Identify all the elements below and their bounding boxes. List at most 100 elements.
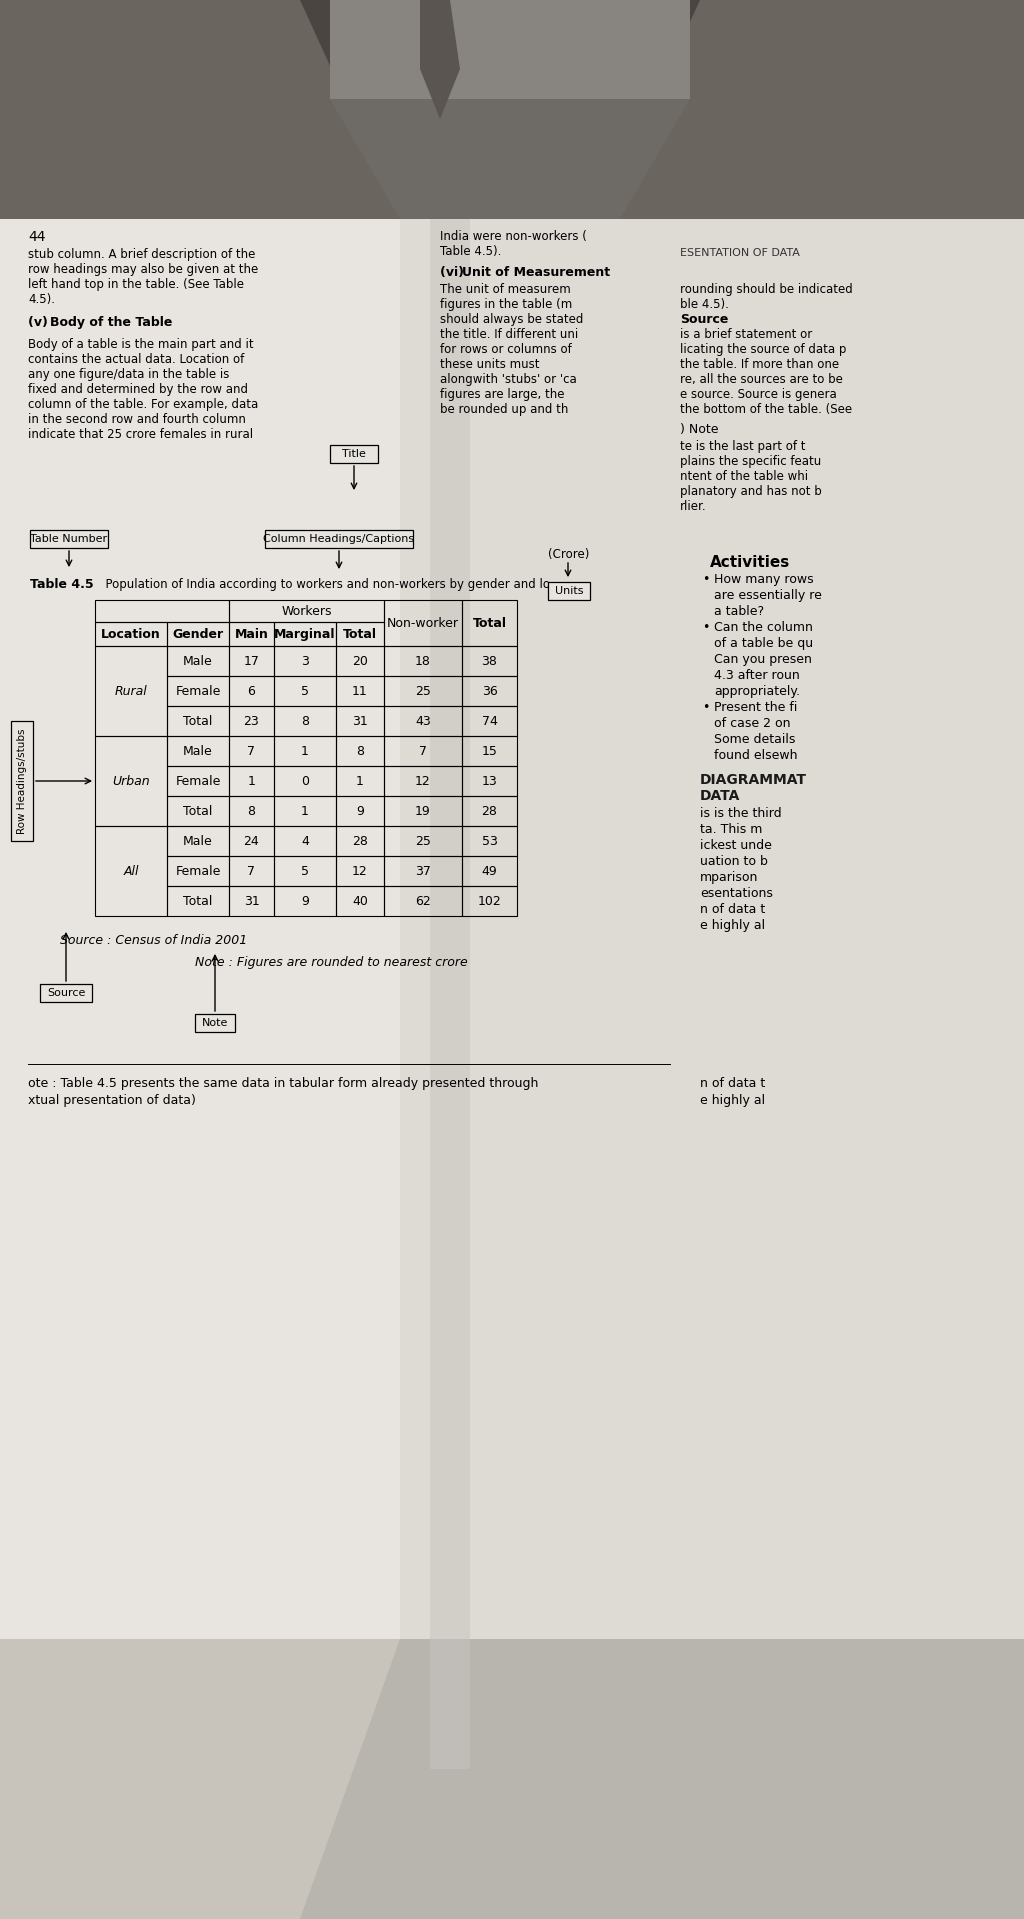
Bar: [274, 622, 336, 647]
Text: indicate that 25 crore females in rural: indicate that 25 crore females in rural: [28, 428, 253, 441]
Text: Total: Total: [183, 714, 213, 727]
Bar: [336, 825, 384, 856]
Text: 31: 31: [352, 714, 368, 727]
Text: 25: 25: [415, 685, 431, 697]
Bar: [229, 706, 274, 737]
Text: DIAGRAMMAT: DIAGRAMMAT: [700, 773, 807, 787]
Text: 8: 8: [356, 745, 364, 758]
Bar: [336, 766, 384, 796]
Text: Column Headings/Captions: Column Headings/Captions: [263, 533, 415, 543]
Text: 0: 0: [301, 775, 309, 787]
Text: is is the third: is is the third: [700, 808, 781, 819]
Text: appropriately.: appropriately.: [714, 685, 800, 699]
Text: Note: Note: [202, 1017, 228, 1029]
Text: is a brief statement or: is a brief statement or: [680, 328, 812, 342]
Text: licating the source of data p: licating the source of data p: [680, 344, 847, 357]
Text: ickest unde: ickest unde: [700, 839, 772, 852]
Bar: [384, 856, 462, 887]
Text: 12: 12: [352, 864, 368, 877]
Bar: [274, 887, 336, 915]
Text: uation to b: uation to b: [700, 856, 768, 867]
Text: •: •: [702, 574, 710, 585]
Text: ote : Table 4.5 presents the same data in tabular form already presented through: ote : Table 4.5 presents the same data i…: [28, 1077, 539, 1090]
Bar: [167, 647, 229, 675]
Text: 62: 62: [415, 894, 431, 908]
Polygon shape: [300, 0, 700, 219]
Polygon shape: [330, 0, 690, 100]
Text: ntent of the table whi: ntent of the table whi: [680, 470, 808, 484]
Text: 18: 18: [415, 654, 431, 668]
Text: Male: Male: [183, 654, 213, 668]
Bar: [462, 825, 517, 856]
Text: e highly al: e highly al: [700, 919, 765, 933]
Text: xtual presentation of data): xtual presentation of data): [28, 1094, 196, 1107]
Bar: [336, 796, 384, 825]
Text: any one figure/data in the table is: any one figure/data in the table is: [28, 368, 229, 382]
Bar: [167, 675, 229, 706]
Polygon shape: [0, 1639, 400, 1919]
Text: row headings may also be given at the: row headings may also be given at the: [28, 263, 258, 276]
Text: 53: 53: [481, 835, 498, 848]
Text: figures are large, the: figures are large, the: [440, 388, 564, 401]
Text: 20: 20: [352, 654, 368, 668]
Text: Total: Total: [183, 804, 213, 817]
Bar: [336, 706, 384, 737]
Bar: [274, 796, 336, 825]
Text: 4.5).: 4.5).: [28, 294, 55, 305]
Bar: [167, 737, 229, 766]
Text: Source: Source: [47, 988, 85, 998]
Text: 28: 28: [481, 804, 498, 817]
Text: Title: Title: [342, 449, 366, 459]
Text: Female: Female: [175, 775, 221, 787]
Text: Total: Total: [343, 628, 377, 641]
Bar: [274, 856, 336, 887]
Text: Marginal: Marginal: [274, 628, 336, 641]
Polygon shape: [400, 138, 1024, 1719]
Bar: [462, 706, 517, 737]
Bar: [462, 856, 517, 887]
Text: (Crore): (Crore): [548, 549, 590, 560]
Text: 49: 49: [481, 864, 498, 877]
Text: Can you presen: Can you presen: [714, 652, 812, 666]
Bar: [274, 675, 336, 706]
Text: 28: 28: [352, 835, 368, 848]
Text: Location: Location: [101, 628, 161, 641]
Text: 8: 8: [301, 714, 309, 727]
Bar: [95, 622, 167, 647]
Bar: [336, 675, 384, 706]
Bar: [384, 601, 462, 647]
Bar: [95, 601, 229, 622]
Text: 102: 102: [477, 894, 502, 908]
Text: 40: 40: [352, 894, 368, 908]
Bar: [274, 706, 336, 737]
Bar: [95, 825, 167, 915]
Polygon shape: [0, 0, 1024, 240]
Text: Row Headings/stubs: Row Headings/stubs: [17, 727, 27, 833]
Text: a table?: a table?: [714, 604, 764, 618]
Text: Activities: Activities: [710, 555, 791, 570]
Bar: [167, 706, 229, 737]
Bar: [167, 796, 229, 825]
Text: be rounded up and th: be rounded up and th: [440, 403, 568, 416]
Text: The unit of measurem: The unit of measurem: [440, 282, 570, 296]
Text: 4: 4: [301, 835, 309, 848]
Text: ble 4.5).: ble 4.5).: [680, 297, 729, 311]
Text: Female: Female: [175, 685, 221, 697]
Bar: [274, 825, 336, 856]
Text: 12: 12: [415, 775, 431, 787]
Text: Body of the Table: Body of the Table: [50, 317, 172, 328]
Bar: [462, 737, 517, 766]
Text: Workers: Workers: [282, 604, 332, 618]
Text: 17: 17: [244, 654, 259, 668]
Bar: [462, 887, 517, 915]
Bar: [95, 737, 167, 825]
Bar: [229, 856, 274, 887]
Text: 37: 37: [415, 864, 431, 877]
Text: 1: 1: [248, 775, 255, 787]
Text: How many rows: How many rows: [714, 574, 814, 585]
Text: of case 2 on: of case 2 on: [714, 718, 791, 729]
Bar: [229, 601, 384, 622]
Text: ´´´´  ´´´´: ´´´´ ´´´´: [430, 1084, 469, 1094]
Text: contains the actual data. Location of: contains the actual data. Location of: [28, 353, 245, 367]
Text: Body of a table is the main part and it: Body of a table is the main part and it: [28, 338, 254, 351]
